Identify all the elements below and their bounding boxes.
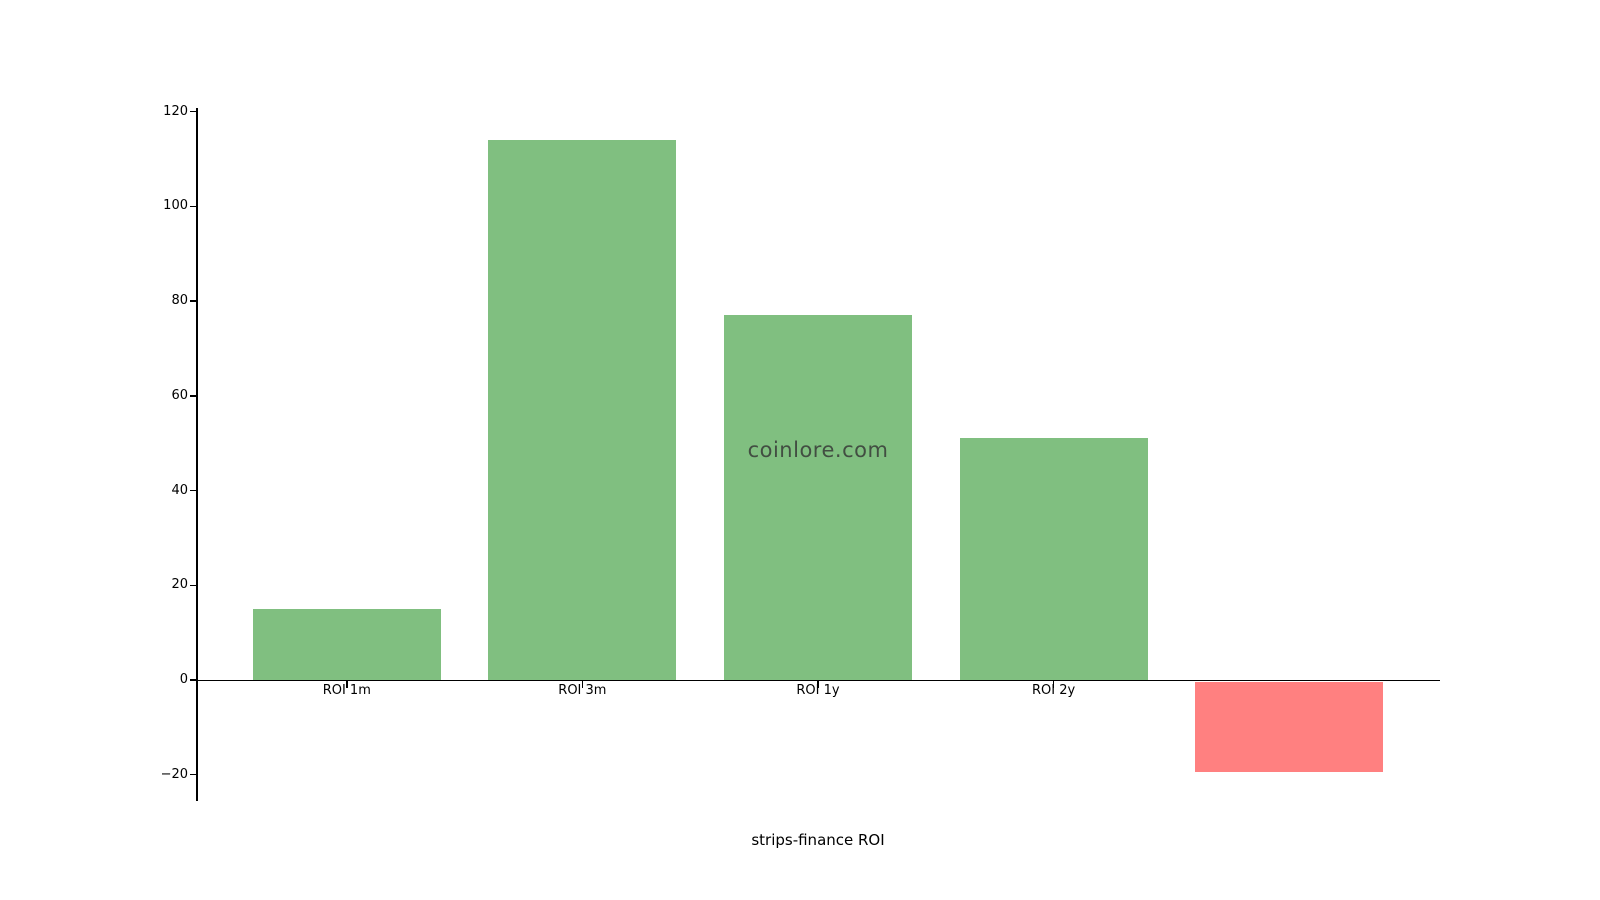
y-axis-line: [196, 108, 198, 801]
x-tick-label: ROI 1m: [322, 682, 371, 698]
chart-title: strips-finance ROI: [751, 831, 885, 849]
y-tick-mark: [190, 395, 196, 397]
x-tick-label: ROI 3m: [558, 682, 607, 698]
y-tick-label: 80: [171, 293, 188, 309]
y-tick-mark: [190, 300, 196, 302]
bar-unlabeled: [1195, 681, 1384, 772]
x-tick-label: ROI 1y: [796, 682, 840, 698]
x-tick-mark: [1052, 680, 1055, 688]
y-tick-label: 120: [163, 103, 188, 119]
bar-roi-1m: [252, 608, 441, 680]
bar-roi-3m: [488, 139, 677, 680]
bar-roi-2y: [959, 438, 1148, 680]
x-axis-zero-line: [196, 679, 1440, 681]
x-tick-mark: [817, 680, 819, 688]
y-tick-mark: [190, 773, 196, 776]
watermark: coinlore.com: [747, 438, 889, 462]
y-tick-mark: [190, 110, 196, 113]
y-tick-label: 100: [163, 198, 188, 214]
y-tick-label: 0: [179, 672, 188, 687]
y-tick-mark: [190, 489, 196, 492]
y-tick-mark: [190, 205, 196, 208]
x-tick-mark: [346, 680, 348, 688]
y-tick-label: 60: [171, 387, 188, 403]
x-tick-label: ROI 2y: [1031, 682, 1076, 698]
y-tick-mark: [190, 679, 196, 681]
y-tick-label: 40: [171, 482, 188, 498]
y-tick-label: 20: [171, 577, 188, 593]
bar-roi-1y: [723, 315, 912, 680]
x-tick-mark: [581, 680, 584, 688]
y-tick-label: −20: [160, 766, 188, 782]
y-tick-mark: [190, 584, 196, 586]
